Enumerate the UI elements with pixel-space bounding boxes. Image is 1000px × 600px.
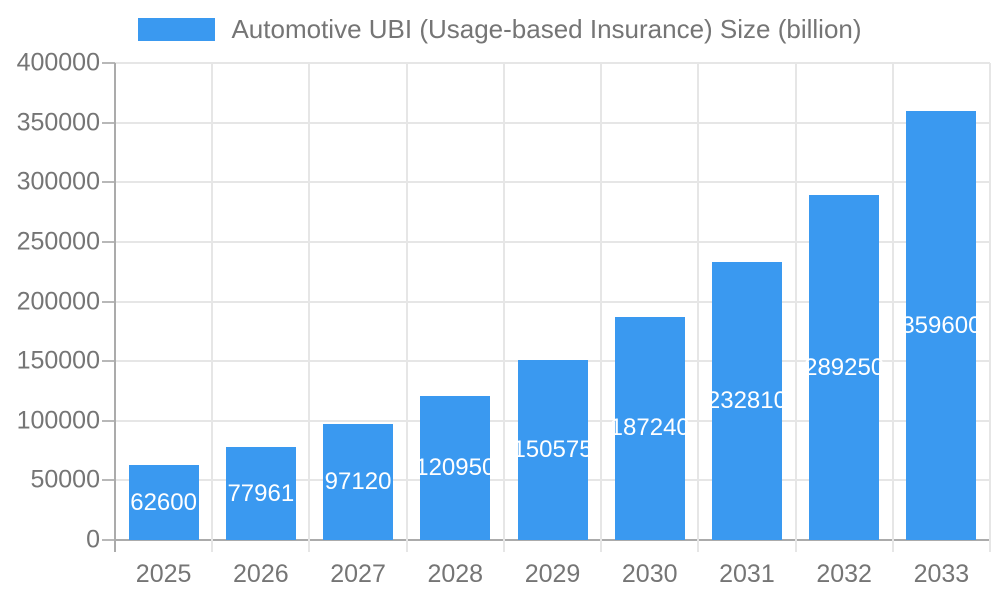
gridline-horizontal [115, 181, 990, 184]
y-tick-label: 0 [86, 525, 100, 554]
bar-value-label: 359600 [901, 311, 982, 339]
x-tick-label: 2031 [719, 560, 775, 588]
y-axis-tick [102, 181, 115, 184]
x-tick-label: 2033 [913, 560, 970, 588]
bar-value-label: 289250 [804, 353, 885, 381]
gridline-vertical [405, 63, 408, 552]
gridline-vertical [989, 63, 991, 552]
y-tick-label: 100000 [16, 406, 100, 435]
bar [711, 262, 782, 540]
y-tick-label: 50000 [30, 465, 100, 494]
gridline-vertical [211, 63, 214, 552]
x-tick-label: 2032 [816, 560, 872, 588]
y-tick-label: 250000 [16, 227, 100, 256]
bar-value-label: 97120 [324, 468, 392, 496]
legend-swatch-icon [138, 18, 216, 41]
y-axis-line [114, 63, 116, 552]
x-tick-label: 2029 [524, 560, 581, 588]
bar-value-label: 150575 [512, 436, 593, 464]
gridline-vertical [697, 63, 700, 552]
bar [614, 316, 685, 540]
bar [906, 111, 977, 540]
y-axis-tick [102, 479, 115, 482]
y-tick-label: 300000 [16, 167, 100, 196]
x-tick-label: 2027 [330, 560, 386, 588]
gridline-horizontal [115, 121, 990, 124]
y-axis-tick [102, 539, 115, 541]
bar [225, 447, 296, 540]
bar-value-label: 232810 [706, 387, 787, 415]
bar [517, 360, 588, 540]
y-axis-tick [102, 62, 115, 64]
bar [128, 465, 199, 540]
y-tick-label: 150000 [16, 346, 100, 375]
bar [323, 424, 394, 540]
bar-value-label: 77961 [227, 479, 295, 507]
gridline-horizontal [115, 539, 990, 541]
legend: Automotive UBI (Usage-based Insurance) S… [0, 14, 1000, 45]
x-tick-label: 2030 [621, 560, 678, 588]
plot-area: 62600 77961 97120 120950 150575 187240 232810 2… [114, 62, 991, 552]
y-axis-tick [102, 121, 115, 124]
legend-label: Automotive UBI (Usage-based Insurance) S… [231, 14, 862, 44]
gridline-vertical [502, 63, 505, 552]
bar-value-label: 62600 [130, 488, 197, 516]
y-tick-label: 200000 [16, 287, 100, 315]
gridline-vertical [891, 63, 894, 552]
gridline-horizontal [115, 240, 990, 243]
gridline-vertical [600, 63, 603, 552]
bar-value-label: 187240 [609, 414, 690, 442]
y-axis-tick [102, 360, 115, 363]
gridline-horizontal [115, 62, 990, 64]
bar-value-label: 120950 [415, 453, 496, 481]
gridline-vertical [308, 63, 311, 552]
bar [809, 195, 880, 540]
y-tick-label: 400000 [16, 48, 100, 77]
y-axis-tick [102, 419, 115, 422]
x-tick-label: 2028 [427, 560, 484, 588]
x-tick-label: 2026 [233, 560, 289, 588]
y-axis-tick [102, 300, 115, 303]
x-tick-label: 2025 [135, 560, 192, 588]
gridline-horizontal [115, 300, 990, 303]
gridline-vertical [794, 63, 797, 552]
y-axis-tick [102, 240, 115, 243]
bar [420, 395, 491, 540]
y-tick-label: 350000 [16, 108, 100, 137]
